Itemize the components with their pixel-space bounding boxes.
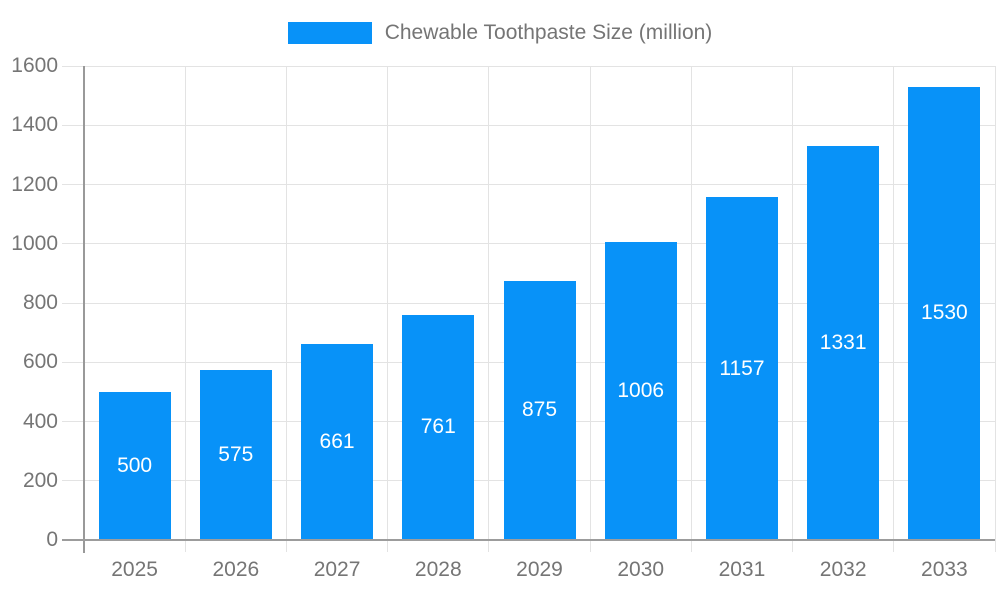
y-tick-label: 600 bbox=[22, 350, 58, 374]
bar-2028[interactable]: 761 bbox=[402, 314, 475, 540]
bar-value-label: 1006 bbox=[617, 378, 665, 402]
bar-value-label: 661 bbox=[319, 430, 355, 454]
x-tick-label: 2033 bbox=[921, 558, 968, 581]
y-tick-label: 400 bbox=[22, 409, 58, 433]
x-gridline bbox=[387, 66, 389, 552]
bar-value-label: 575 bbox=[218, 442, 254, 466]
bar-2030[interactable]: 1006 bbox=[604, 241, 677, 540]
bar-value-label: 1157 bbox=[719, 356, 765, 380]
x-tick-label: 2026 bbox=[212, 558, 260, 581]
y-axis-line bbox=[83, 66, 85, 553]
bar-value-label: 1331 bbox=[819, 330, 867, 354]
x-tick-label: 2027 bbox=[313, 558, 361, 581]
bar-value-label: 761 bbox=[420, 415, 456, 439]
y-tick-label: 1400 bbox=[11, 113, 58, 137]
x-gridline bbox=[589, 66, 591, 552]
bar-value-label: 1530 bbox=[921, 301, 968, 325]
x-axis-line bbox=[62, 539, 995, 541]
x-tick-label: 2028 bbox=[414, 558, 462, 581]
bar-2033[interactable]: 1530 bbox=[908, 86, 981, 540]
bar-2032[interactable]: 1331 bbox=[807, 145, 880, 540]
x-gridline bbox=[184, 66, 186, 552]
x-tick-label: 2029 bbox=[516, 558, 563, 581]
bar-value-label: 875 bbox=[521, 398, 558, 422]
plot-area: 0 200 400 600 800 1000 1200 1400 1600 500 2025 575 2… bbox=[11, 54, 996, 581]
y-gridline bbox=[62, 65, 995, 67]
x-tick-label: 2030 bbox=[617, 558, 665, 581]
bar-2027[interactable]: 661 bbox=[301, 344, 374, 540]
bar-2026[interactable]: 575 bbox=[199, 369, 272, 540]
y-tick-label: 1600 bbox=[11, 54, 58, 77]
x-gridline bbox=[792, 66, 794, 552]
x-tick-label: 2031 bbox=[718, 558, 766, 581]
x-tick-label: 2025 bbox=[111, 558, 158, 581]
x-gridline bbox=[893, 66, 895, 552]
legend-swatch-icon bbox=[287, 22, 372, 44]
y-tick-label: 0 bbox=[46, 528, 58, 551]
legend-label: Chewable Toothpaste Size (million) bbox=[384, 21, 713, 44]
y-gridline bbox=[62, 124, 995, 126]
y-tick-label: 800 bbox=[22, 291, 58, 314]
bar-2025[interactable]: 500 bbox=[98, 391, 171, 540]
bar-2029[interactable]: 875 bbox=[503, 280, 576, 540]
y-gridline bbox=[62, 184, 995, 185]
bar-value-label: 500 bbox=[117, 453, 153, 477]
bar-2031[interactable]: 1157 bbox=[705, 197, 778, 540]
y-tick-label: 1000 bbox=[11, 231, 58, 255]
chart-legend[interactable]: Chewable Toothpaste Size (million) bbox=[0, 20, 1000, 46]
x-tick-label: 2032 bbox=[819, 558, 867, 581]
x-gridline bbox=[994, 66, 996, 552]
x-gridline bbox=[690, 66, 692, 552]
y-tick-label: 1200 bbox=[11, 172, 58, 196]
y-tick-label: 200 bbox=[22, 468, 58, 492]
y-gridline bbox=[62, 243, 995, 245]
x-gridline bbox=[488, 66, 490, 552]
x-gridline bbox=[285, 66, 287, 552]
